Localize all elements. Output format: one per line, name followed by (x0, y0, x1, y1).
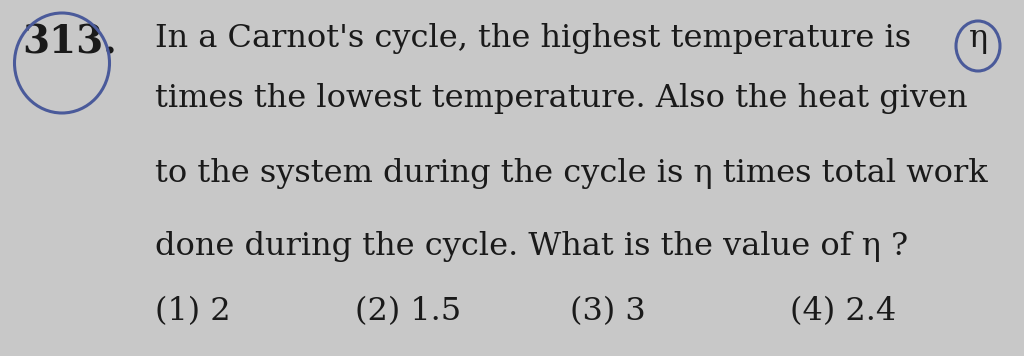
Text: η: η (969, 23, 987, 54)
Text: (1) 2: (1) 2 (155, 296, 230, 327)
Text: to the system during the cycle is η times total work: to the system during the cycle is η time… (155, 158, 987, 189)
Text: (3) 3: (3) 3 (570, 296, 646, 327)
Text: done during the cycle. What is the value of η ?: done during the cycle. What is the value… (155, 231, 908, 262)
Text: In a Carnot's cycle, the highest temperature is: In a Carnot's cycle, the highest tempera… (155, 23, 922, 54)
Text: (2) 1.5: (2) 1.5 (355, 296, 461, 327)
Text: 313.: 313. (22, 23, 117, 61)
Text: times the lowest temperature. Also the heat given: times the lowest temperature. Also the h… (155, 83, 968, 114)
Text: (4) 2.4: (4) 2.4 (790, 296, 896, 327)
